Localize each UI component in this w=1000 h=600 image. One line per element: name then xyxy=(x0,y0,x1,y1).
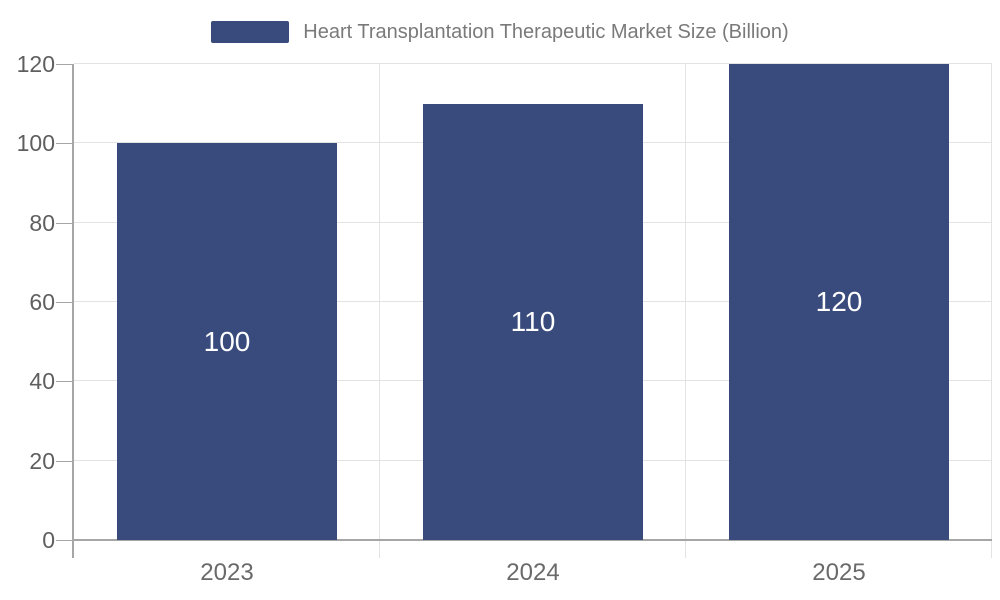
x-tick-label-2023: 2023 xyxy=(200,559,254,586)
y-tick-mark xyxy=(56,222,74,224)
y-axis-line xyxy=(72,64,74,558)
bar-value-label: 110 xyxy=(510,305,556,337)
y-tick-label-0: 0 xyxy=(42,527,55,553)
gridline-x-3 xyxy=(991,64,992,558)
y-tick-mark xyxy=(56,460,74,462)
y-tick-label-20: 20 xyxy=(29,447,55,474)
bar-2025[interactable]: 120 xyxy=(729,64,949,540)
y-tick-mark xyxy=(56,143,74,145)
plot-area: 100 110 120 xyxy=(72,63,992,558)
y-tick-label-100: 100 xyxy=(16,130,55,157)
y-tick-mark xyxy=(56,302,74,303)
y-tick-label-60: 60 xyxy=(29,289,55,315)
gridline-x-1 xyxy=(379,64,380,558)
y-tick-label-80: 80 xyxy=(29,209,55,236)
y-tick-label-120: 120 xyxy=(16,51,55,77)
legend-label: Heart Transplantation Therapeutic Market… xyxy=(303,21,789,43)
x-axis-line xyxy=(74,539,992,541)
x-tick-label-2024: 2024 xyxy=(506,559,560,586)
bar-value-label: 100 xyxy=(203,325,251,357)
gridline-y-120 xyxy=(74,63,992,64)
y-tick-mark xyxy=(56,540,74,541)
bar-2023[interactable]: 100 xyxy=(117,143,337,540)
chart-legend[interactable]: Heart Transplantation Therapeutic Market… xyxy=(0,20,1000,44)
bar-value-label: 120 xyxy=(815,286,863,317)
bar-2024[interactable]: 110 xyxy=(423,103,643,540)
y-tick-label-40: 40 xyxy=(29,368,55,395)
y-tick-mark xyxy=(56,381,74,383)
gridline-x-2 xyxy=(685,64,686,558)
x-tick-label-2025: 2025 xyxy=(812,559,866,586)
y-tick-mark xyxy=(56,64,74,65)
legend-swatch-icon xyxy=(211,21,290,43)
